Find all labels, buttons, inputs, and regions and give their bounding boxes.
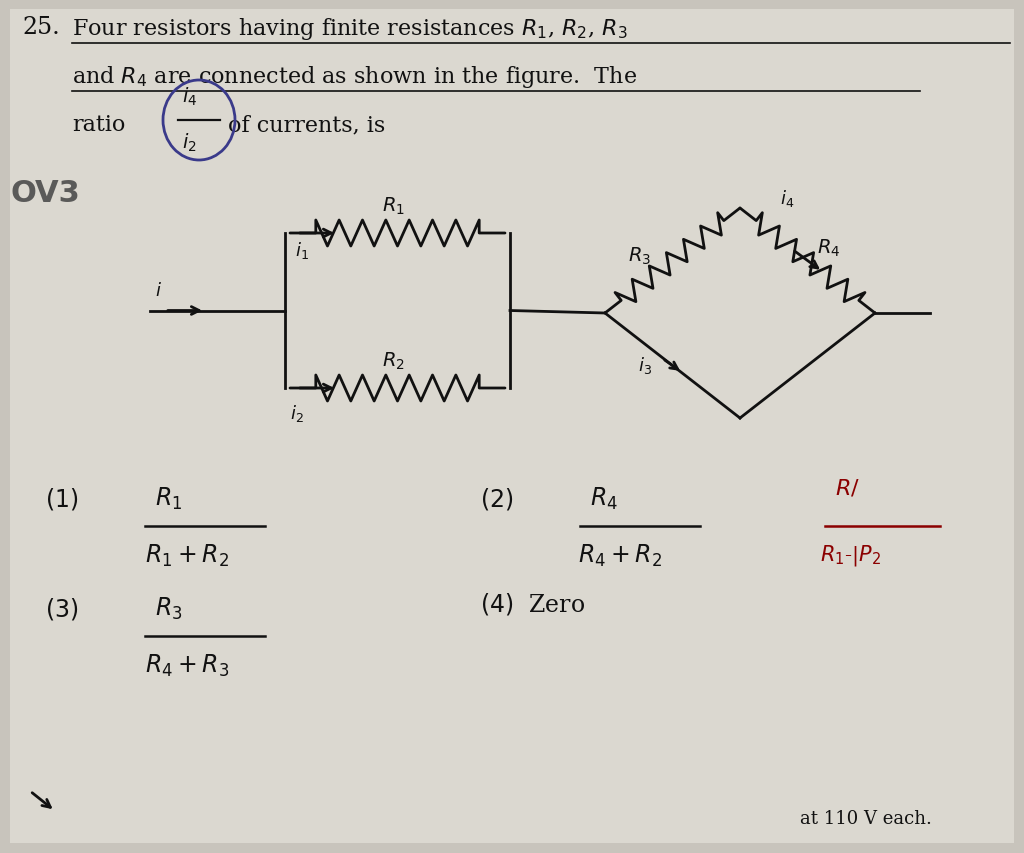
Text: $R_1$: $R_1$ [155,485,182,512]
Text: $i_4$: $i_4$ [780,188,795,209]
Text: $R_4$: $R_4$ [817,237,841,258]
Text: $(2)$: $(2)$ [480,485,513,512]
Text: $R/$: $R/$ [835,478,860,499]
Text: at 110 V each.: at 110 V each. [800,809,932,827]
Text: of currents, is: of currents, is [228,113,385,136]
Text: $R_4$: $R_4$ [590,485,617,512]
Text: $i_4$: $i_4$ [182,85,198,107]
Text: $R_3$: $R_3$ [628,245,650,266]
Text: $R_1$-|$P_2$: $R_1$-|$P_2$ [820,543,881,568]
Text: $i_2$: $i_2$ [290,403,304,423]
Text: $R_3$: $R_3$ [155,595,182,621]
Text: $R_1+R_2$: $R_1+R_2$ [145,543,229,568]
Text: and $R_4$ are connected as shown in the figure.  The: and $R_4$ are connected as shown in the … [72,64,637,90]
Text: $i_2$: $i_2$ [182,132,197,154]
FancyBboxPatch shape [10,10,1014,843]
Text: $i$: $i$ [155,282,162,300]
Text: OV3: OV3 [10,179,80,208]
Text: 25.: 25. [22,16,59,39]
Text: $R_4+R_2$: $R_4+R_2$ [578,543,662,568]
Text: $(1)$: $(1)$ [45,485,79,512]
Text: $R_4+R_3$: $R_4+R_3$ [145,653,229,678]
Text: $R_1$: $R_1$ [383,196,406,217]
Text: $(3)$: $(3)$ [45,595,79,621]
Text: $R_2$: $R_2$ [383,351,406,372]
Text: $i_3$: $i_3$ [638,355,651,376]
Text: $(4)$  Zero: $(4)$ Zero [480,590,585,616]
Text: $i_1$: $i_1$ [295,240,309,261]
Text: Four resistors having finite resistances $R_1$, $R_2$, $R_3$: Four resistors having finite resistances… [72,16,628,42]
Text: ratio: ratio [72,113,125,136]
